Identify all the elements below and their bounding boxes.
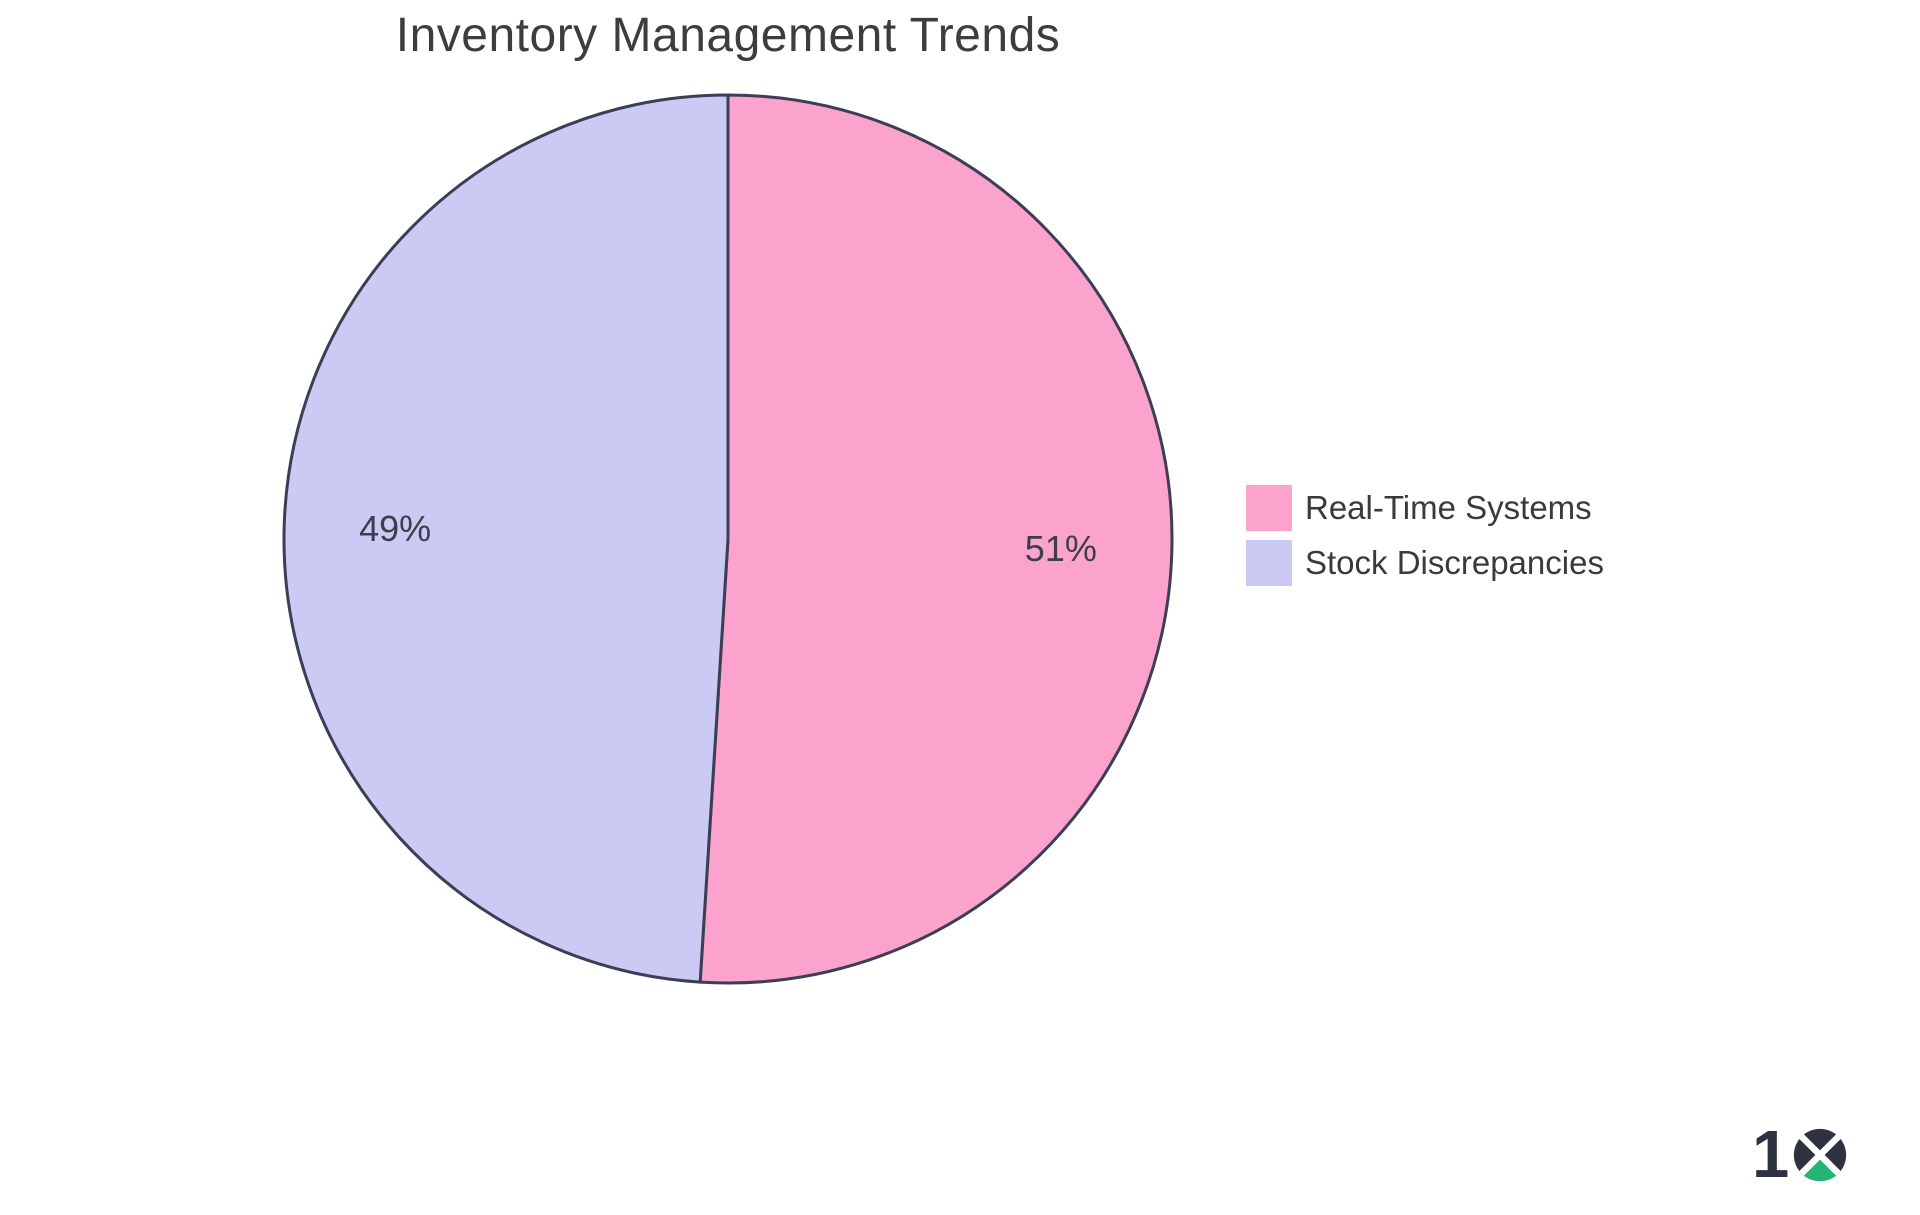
slice-percent-label-real-time-systems: 51% <box>1024 528 1097 570</box>
slice-percent-label-stock-discrepancies: 49% <box>359 507 432 549</box>
brand-logo: 1 <box>1752 1117 1848 1192</box>
pie-slice-real-time-systems <box>698 93 1174 985</box>
legend-item-stock-discrepancies: Stock Discrepancies <box>1246 540 1604 586</box>
pie-chart <box>282 93 1174 985</box>
legend-swatch-real-time-systems <box>1246 485 1292 531</box>
legend-label-stock-discrepancies: Stock Discrepancies <box>1305 544 1604 581</box>
legend-item-real-time-systems: Real-Time Systems <box>1246 485 1604 531</box>
chart-legend: Real-Time Systems Stock Discrepancies <box>1246 485 1604 595</box>
legend-swatch-stock-discrepancies <box>1246 540 1292 586</box>
legend-label-real-time-systems: Real-Time Systems <box>1305 489 1592 526</box>
logo-numeral: 1 <box>1752 1117 1789 1192</box>
pie-slice-stock-discrepancies <box>282 93 730 984</box>
chart-title: Inventory Management Trends <box>395 9 1061 62</box>
logo-x-circle-icon <box>1794 1128 1847 1182</box>
